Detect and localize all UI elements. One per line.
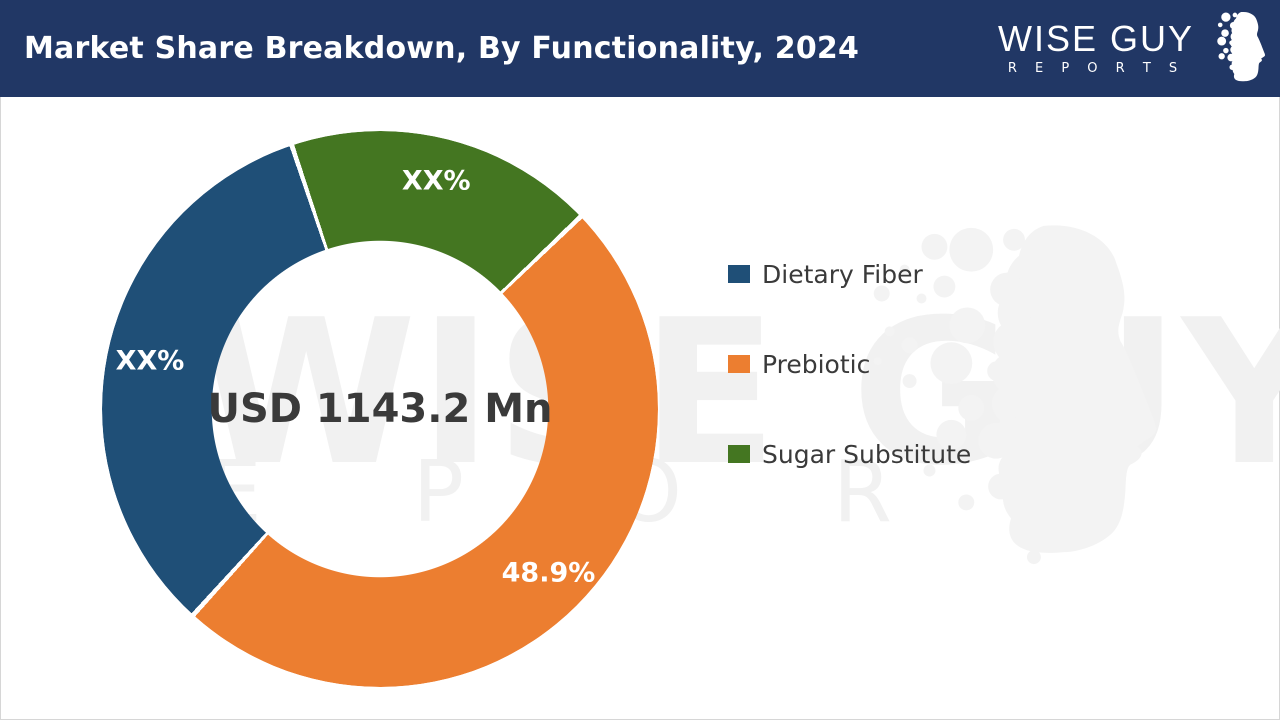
legend-label-dietary-fiber: Dietary Fiber [762,259,923,289]
logo-face-icon [1217,11,1266,82]
legend-item-prebiotic: Prebiotic [728,346,971,382]
legend-swatch-sugar-substitute [728,445,750,463]
donut-chart [102,131,658,687]
logo-word: WISE GUY [997,18,1194,59]
legend-item-dietary-fiber: Dietary Fiber [728,256,971,292]
legend-label-sugar-substitute: Sugar Substitute [762,439,972,469]
header-bar: Market Share Breakdown, By Functionality… [0,0,1280,97]
logo-reports-text: R E P O R T S [1007,61,1185,76]
logo-wordmark: WISE GUY R E P O R T S [997,18,1194,76]
legend-swatch-prebiotic [728,355,750,373]
slice-label-prebiotic: 48.9% [501,557,596,589]
page-title: Market Share Breakdown, By Functionality… [24,31,860,66]
legend-label-prebiotic: Prebiotic [762,349,871,379]
slice-label-sugar-substitute: XX% [401,165,471,197]
donut-center-value: USD 1143.2 Mn [207,386,553,432]
legend-item-sugar-substitute: Sugar Substitute [728,436,971,472]
slice-label-dietary-fiber: XX% [115,345,185,377]
chart-legend: Dietary Fiber Prebiotic Sugar Substitute [728,256,971,526]
legend-swatch-dietary-fiber [728,265,750,283]
